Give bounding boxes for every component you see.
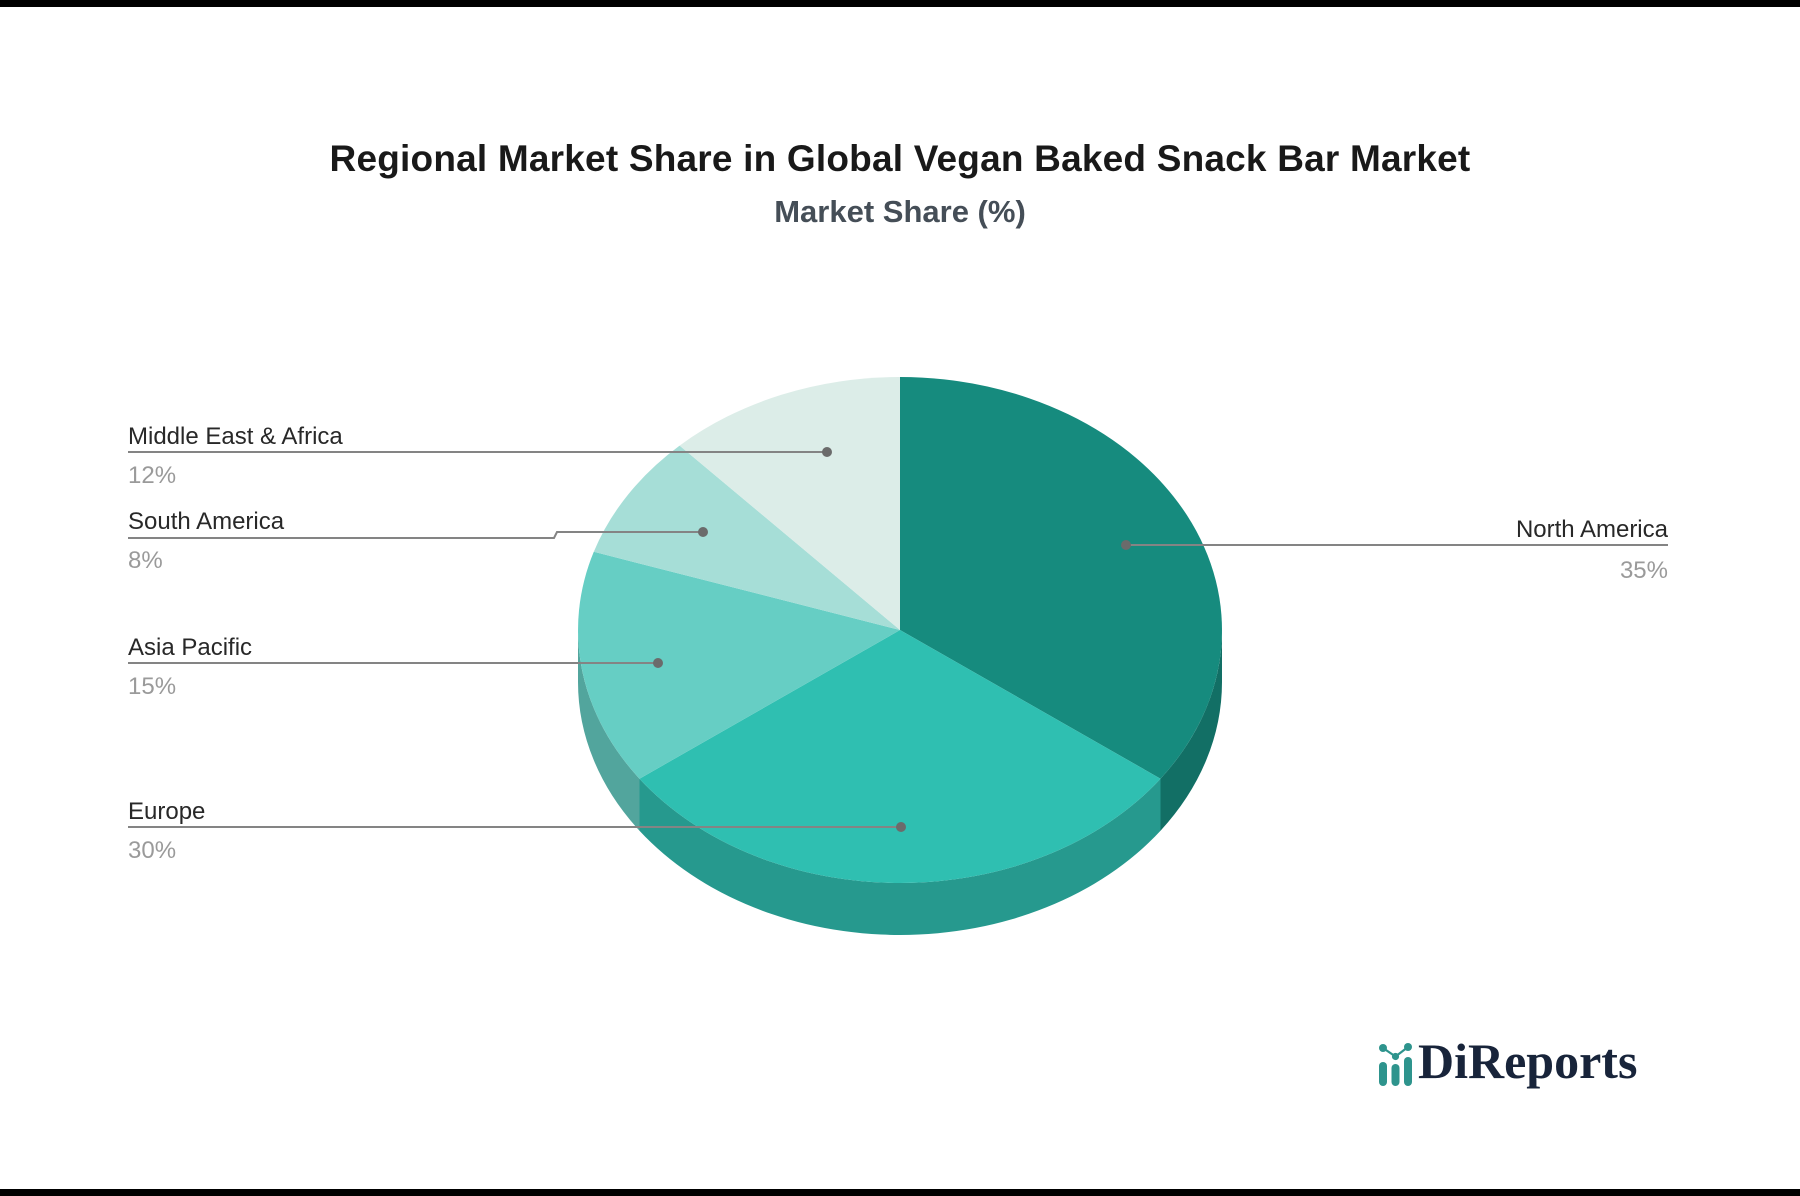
pie-slice-north-america[interactable] (900, 377, 1222, 779)
label-north-america: North America (1516, 516, 1669, 543)
pie-slice-asia-pacific[interactable] (578, 551, 900, 779)
label-middle-east-africa: Middle East & Africa (128, 423, 343, 450)
slice-labels: North America 35% Middle East & Africa 1… (128, 423, 1669, 864)
label-asia-pacific: Asia Pacific (128, 634, 252, 661)
value-south-america: 8% (128, 547, 163, 574)
pie-slice-middle-east-africa[interactable] (679, 377, 900, 630)
pie-slice-europe[interactable] (639, 630, 1161, 883)
top-border (0, 0, 1800, 7)
logo-bar-line-chart-icon (1379, 1043, 1412, 1086)
value-asia-pacific: 15% (128, 673, 176, 700)
leader-dot-north-america (1121, 540, 1131, 550)
pie-layer (578, 377, 1222, 935)
chart-subtitle: Market Share (%) (774, 194, 1026, 229)
pie-slice-side-asia-pacific (578, 630, 640, 831)
pie-slice-south-america[interactable] (593, 445, 900, 630)
value-middle-east-africa: 12% (128, 462, 176, 489)
leader-dot-middle-east-africa (822, 447, 832, 457)
label-europe: Europe (128, 798, 205, 825)
bottom-border (0, 1189, 1800, 1196)
leader-lines (128, 447, 1668, 832)
pie-slice-side-north-america (1160, 630, 1222, 831)
pie-slice-side-europe (639, 778, 1161, 935)
leader-dot-europe (896, 822, 906, 832)
value-north-america: 35% (1620, 557, 1668, 584)
leader-dot-south-america (698, 527, 708, 537)
leader-line-south-america (128, 531, 703, 539)
leader-dot-asia-pacific (653, 658, 663, 668)
chart-title: Regional Market Share in Global Vegan Ba… (329, 138, 1471, 179)
value-europe: 30% (128, 837, 176, 864)
label-south-america: South America (128, 508, 285, 535)
logo-text: DiReports (1418, 1033, 1638, 1089)
